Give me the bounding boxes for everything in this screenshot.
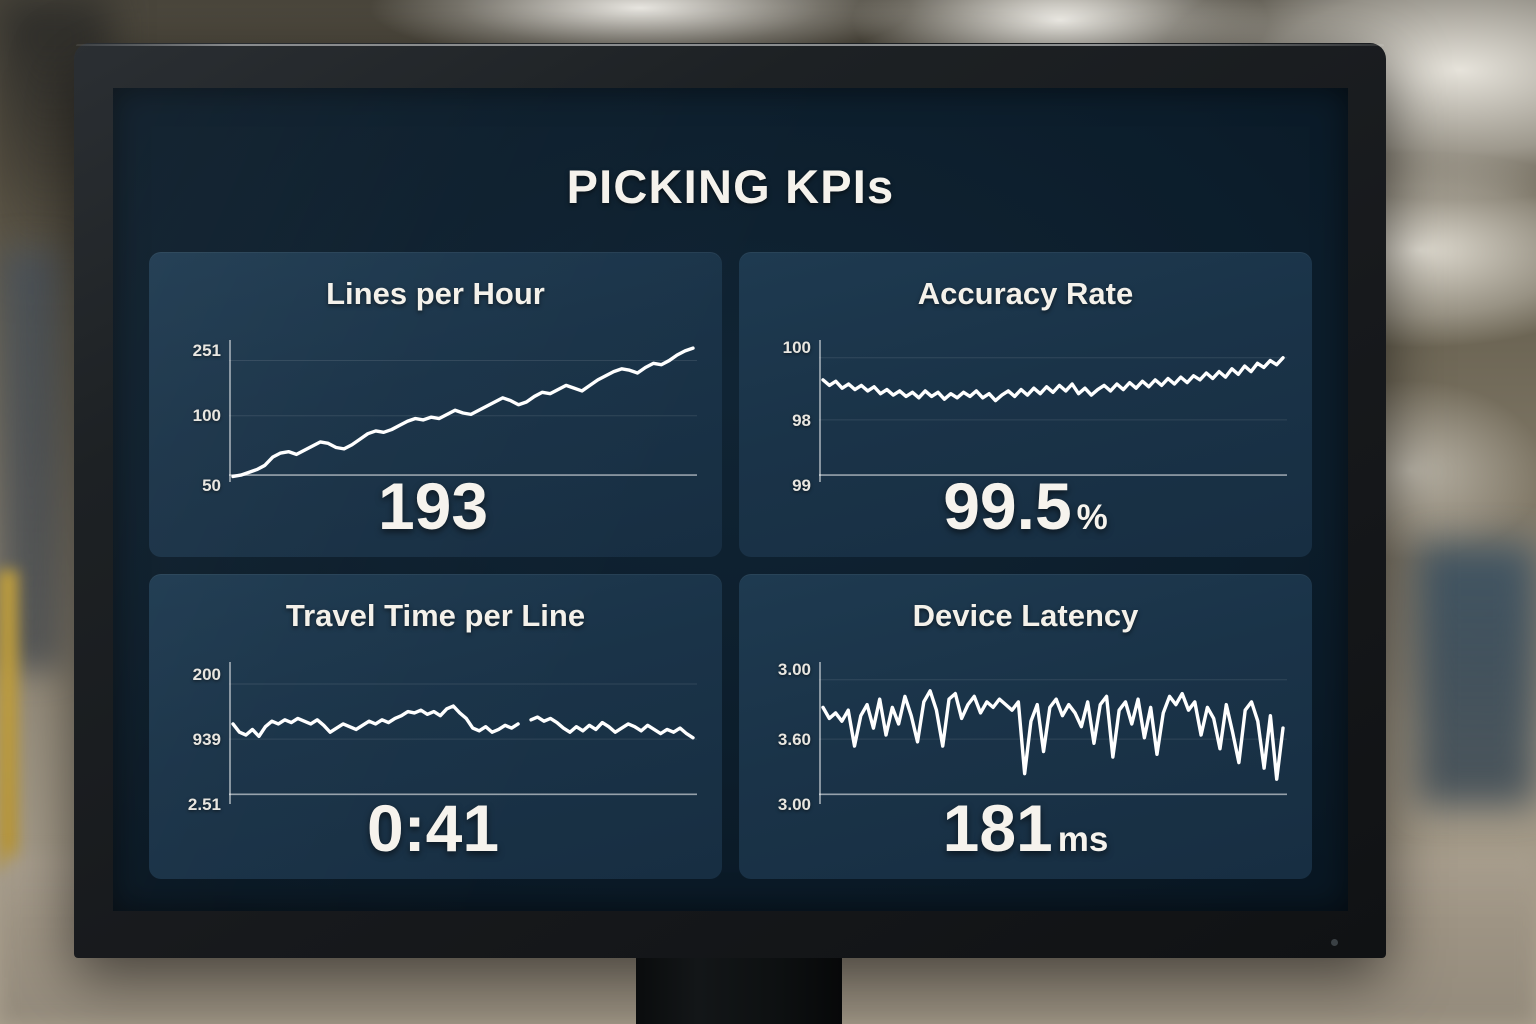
y-tick-label: 3.60 bbox=[777, 729, 811, 749]
y-tick-label: 100 bbox=[782, 338, 811, 358]
y-tick-label: 200 bbox=[192, 665, 221, 685]
y-axis-labels-accuracy-rate: 100 98 99 bbox=[767, 332, 817, 495]
card-title-travel-time-per-line: Travel Time per Line bbox=[285, 598, 586, 633]
chart-lines-per-hour: 251 100 50 bbox=[177, 332, 697, 495]
chart-travel-time-per-line: 200 939 2.51 bbox=[177, 654, 697, 816]
card-title-device-latency: Device Latency bbox=[912, 598, 1139, 633]
y-tick-label: 939 bbox=[192, 729, 221, 749]
kpi-card-device-latency[interactable]: Device Latency 3.00 3.60 3.00 181 ms bbox=[739, 574, 1312, 879]
y-axis-labels-lines-per-hour: 251 100 50 bbox=[177, 332, 227, 494]
background-object-right bbox=[1418, 545, 1536, 805]
kpi-number: 181 bbox=[942, 791, 1053, 865]
monitor-stand bbox=[636, 958, 842, 1024]
kpi-unit: ms bbox=[1057, 820, 1109, 859]
card-title-accuracy-rate: Accuracy Rate bbox=[917, 276, 1134, 311]
y-tick-label: 2.51 bbox=[187, 794, 221, 814]
y-tick-label: 100 bbox=[192, 406, 221, 426]
y-tick-label: 3.00 bbox=[777, 794, 811, 814]
monitor-bezel: PICKING KPIs Lines per Hour 251 100 50 bbox=[74, 43, 1386, 958]
picking-kpi-dashboard: PICKING KPIs Lines per Hour 251 100 50 bbox=[113, 88, 1348, 911]
kpi-card-lines-per-hour[interactable]: Lines per Hour 251 100 50 193 bbox=[149, 252, 722, 557]
monitor-screen: PICKING KPIs Lines per Hour 251 100 50 bbox=[113, 88, 1348, 911]
power-led-indicator bbox=[1331, 939, 1338, 946]
card-title-lines-per-hour: Lines per Hour bbox=[326, 276, 545, 311]
dashboard-title: PICKING KPIs bbox=[566, 160, 895, 213]
kpi-value-lines-per-hour: 193 bbox=[149, 473, 722, 539]
y-tick-label: 251 bbox=[192, 341, 221, 361]
background-yellow-pillar bbox=[0, 570, 18, 870]
line-chart-svg-accuracy-rate bbox=[819, 340, 1287, 482]
kpi-card-travel-time-per-line[interactable]: Travel Time per Line 200 939 2.51 0:41 bbox=[149, 574, 722, 879]
kpi-unit: % bbox=[1076, 498, 1108, 537]
kpi-value-travel-time-per-line: 0:41 bbox=[149, 795, 722, 861]
y-axis-labels-travel-time-per-line: 200 939 2.51 bbox=[177, 654, 227, 816]
kpi-card-grid: Lines per Hour 251 100 50 193 bbox=[149, 252, 1312, 879]
kpi-value-accuracy-rate: 99.5% bbox=[739, 473, 1312, 539]
kpi-number: 99.5 bbox=[943, 469, 1072, 543]
chart-device-latency: 3.00 3.60 3.00 bbox=[767, 654, 1287, 816]
y-tick-label: 50 bbox=[202, 475, 221, 495]
line-chart-svg-device-latency bbox=[819, 662, 1287, 804]
line-chart-svg-lines-per-hour bbox=[229, 340, 697, 482]
line-chart-svg-travel-time-per-line bbox=[229, 662, 697, 804]
y-axis-labels-device-latency: 3.00 3.60 3.00 bbox=[767, 654, 817, 816]
y-tick-label: 3.00 bbox=[777, 660, 811, 680]
kpi-card-accuracy-rate[interactable]: Accuracy Rate 100 98 99 99.5% bbox=[739, 252, 1312, 557]
kpi-number: 193 bbox=[377, 469, 489, 543]
chart-accuracy-rate: 100 98 99 bbox=[767, 332, 1287, 495]
kpi-number: 0:41 bbox=[366, 791, 500, 865]
y-tick-label: 99 bbox=[792, 475, 811, 495]
kpi-value-device-latency: 181 ms bbox=[739, 795, 1312, 861]
y-tick-label: 98 bbox=[792, 411, 811, 431]
